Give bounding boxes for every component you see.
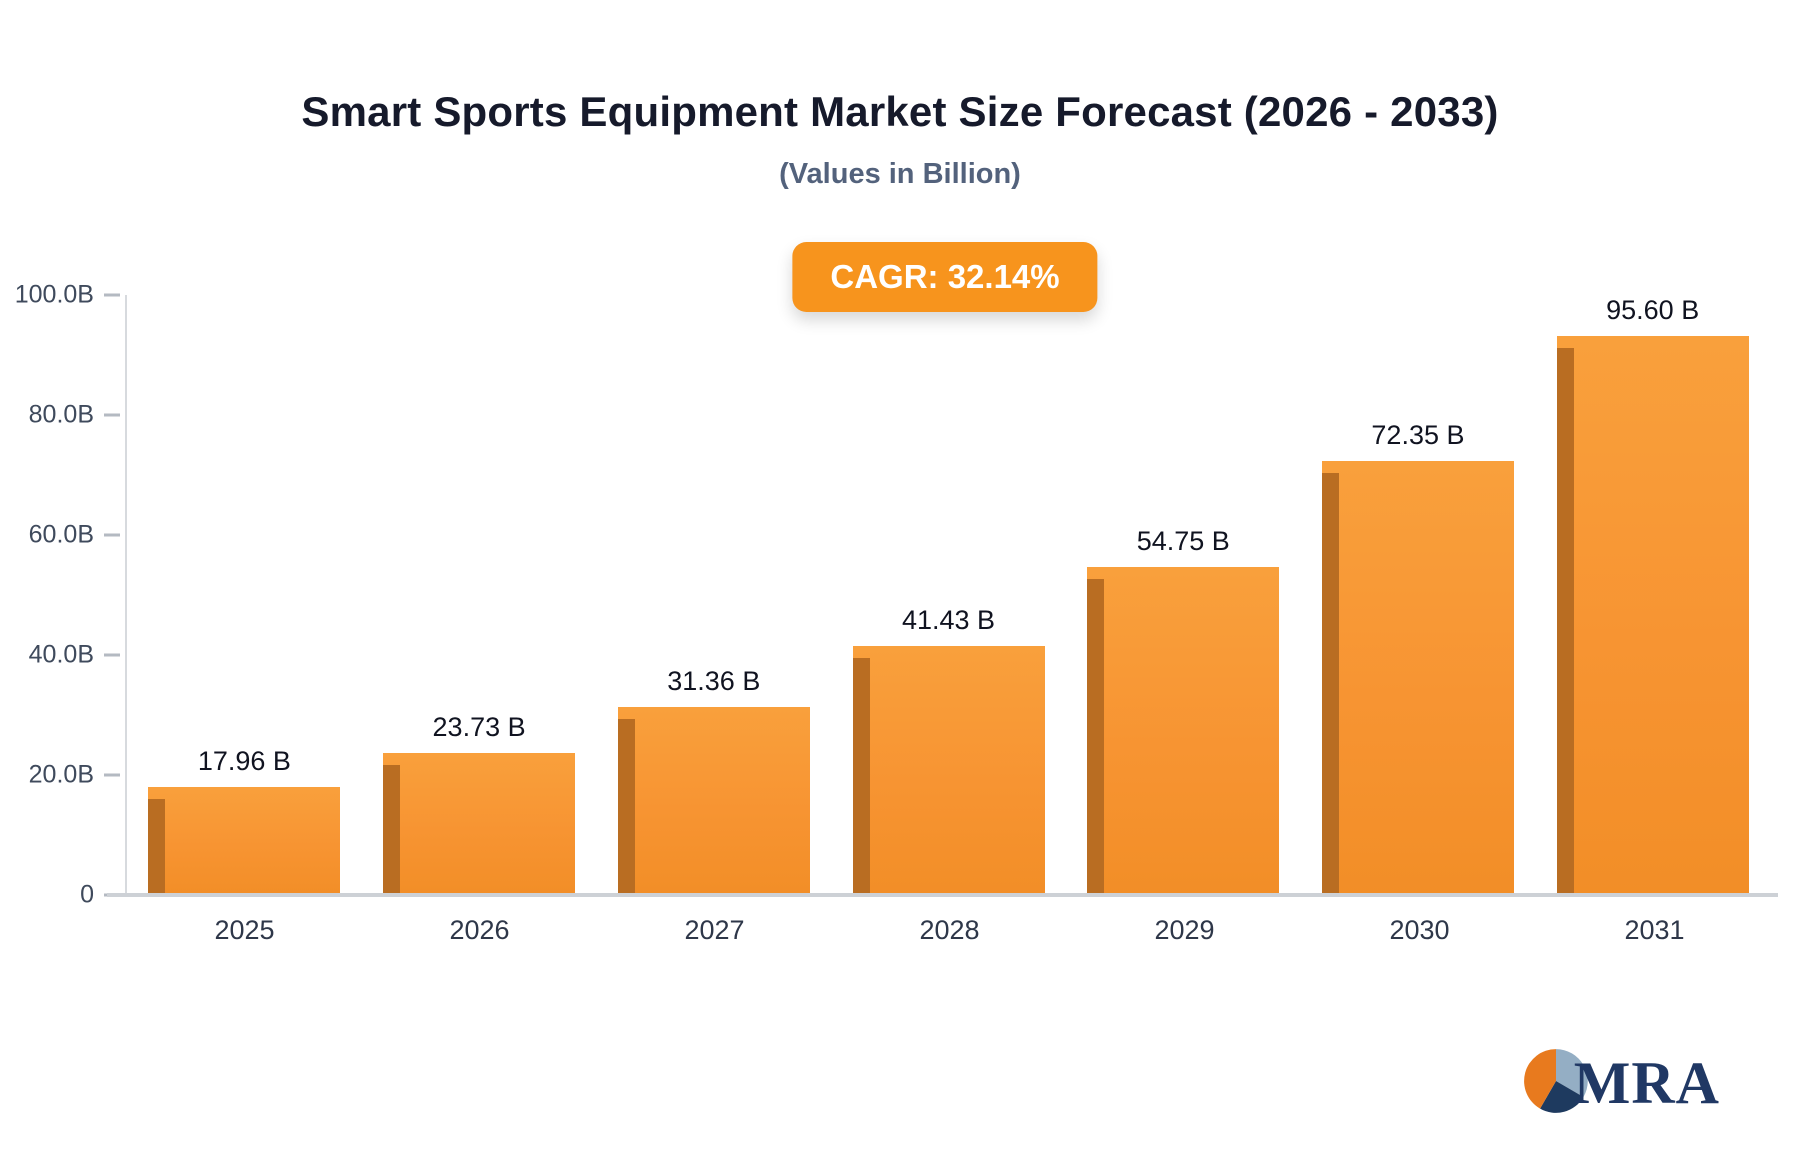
x-axis-label: 2030 xyxy=(1389,915,1450,945)
bar-slot: 23.73 B xyxy=(362,295,597,895)
chart-subtitle: (Values in Billion) xyxy=(779,158,1021,190)
y-tick-mark xyxy=(104,413,120,417)
chart-title: Smart Sports Equipment Market Size Forec… xyxy=(301,88,1499,135)
x-axis-label: 2027 xyxy=(684,915,745,945)
x-axis-label: 2025 xyxy=(214,915,275,945)
bar-side-shade xyxy=(148,799,166,895)
bar-value-label: 31.36 B xyxy=(667,665,761,696)
x-axis: 2025 2026 2027 2028 2029 2030 2031 xyxy=(127,915,1772,946)
bar-2025[interactable] xyxy=(148,787,341,895)
bar-slot: 95.60 B xyxy=(1535,295,1770,895)
bar-2028[interactable] xyxy=(852,646,1045,895)
y-axis-tick-label: 60.0B xyxy=(28,520,94,549)
y-tick-mark xyxy=(104,773,120,777)
bar-2031[interactable] xyxy=(1556,336,1749,895)
bar-value-label: 17.96 B xyxy=(197,746,291,777)
x-axis-label: 2028 xyxy=(919,915,980,945)
bar-slot: 31.36 B xyxy=(596,295,831,895)
y-tick-mark xyxy=(104,533,120,537)
x-axis-line xyxy=(107,893,1778,897)
x-axis-label: 2029 xyxy=(1154,915,1215,945)
bar-slot: 72.35 B xyxy=(1301,295,1536,895)
pie-circle-icon xyxy=(1522,1047,1590,1120)
logo: MRA xyxy=(1522,1047,1720,1120)
y-axis-tick-label: 100.0B xyxy=(14,280,94,309)
y-tick-mark xyxy=(104,293,120,297)
cagr-badge: CAGR: 32.14% xyxy=(792,242,1098,312)
bar-2026[interactable] xyxy=(383,752,576,895)
bar-value-label: 23.73 B xyxy=(432,711,526,742)
y-axis-tick-label: 0 xyxy=(80,880,94,909)
bar-slot: 54.75 B xyxy=(1066,295,1301,895)
y-axis: 100.0B 80.0B 60.0B 40.0B 20.0B 0 xyxy=(8,281,120,909)
bar-side-shade xyxy=(1087,578,1105,895)
logo-text: MRA xyxy=(1573,1050,1720,1116)
bar-side-shade xyxy=(1556,348,1574,895)
y-axis-tick-label: 40.0B xyxy=(28,640,94,669)
plot-area: 17.96 B 23.73 B 31.36 B 41.43 B 54.75 B 72.35… xyxy=(107,295,1778,897)
bar-value-label: 41.43 B xyxy=(901,605,996,636)
bar-value-label: 72.35 B xyxy=(1371,419,1465,450)
y-axis-tick-label: 80.0B xyxy=(28,400,94,429)
bar-value-label: 95.60 B xyxy=(1606,295,1700,325)
bar-2029[interactable] xyxy=(1087,566,1280,895)
bar-side-shade xyxy=(852,658,870,895)
bar-2027[interactable] xyxy=(617,706,810,895)
bars: 17.96 B 23.73 B 31.36 B 41.43 B 54.75 B 72.35… xyxy=(127,295,1770,895)
y-axis-tick-label: 20.0B xyxy=(28,760,94,789)
bar-side-shade xyxy=(383,764,401,895)
bar-side-shade xyxy=(1321,472,1339,895)
x-axis-label: 2026 xyxy=(449,915,510,945)
bar-slot: 41.43 B xyxy=(831,295,1066,895)
y-tick-mark xyxy=(104,653,120,657)
bar-slot: 17.96 B xyxy=(127,295,362,895)
bar-value-label: 54.75 B xyxy=(1136,525,1230,556)
bar-2030[interactable] xyxy=(1321,460,1514,895)
bar-side-shade xyxy=(617,718,635,895)
x-axis-label: 2031 xyxy=(1624,915,1685,945)
y-axis-line xyxy=(125,295,127,895)
